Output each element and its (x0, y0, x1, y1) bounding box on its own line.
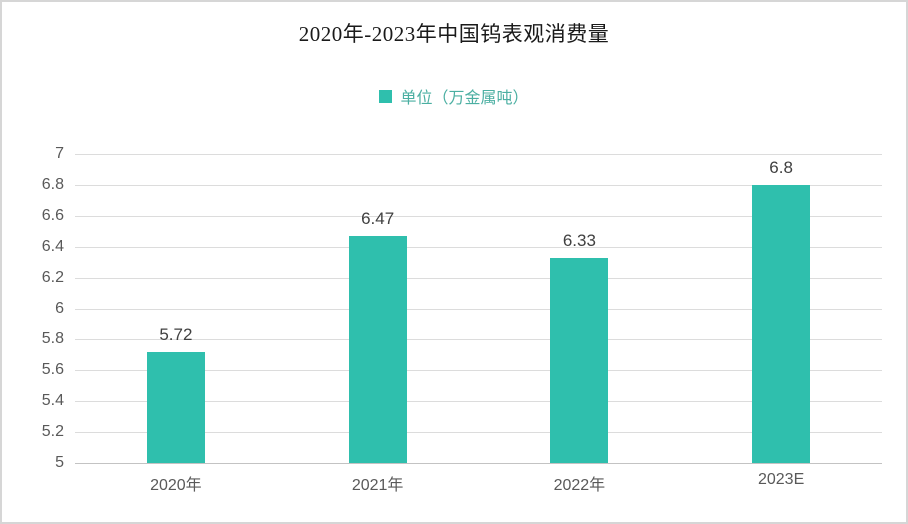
chart-title: 2020年-2023年中国钨表观消费量 (298, 22, 610, 46)
legend: 单位（万金属吨） (2, 84, 906, 108)
gridline (75, 277, 882, 279)
y-tick-label: 6 (55, 299, 64, 317)
gridline (75, 370, 882, 372)
plot-area: 5.72 6.47 6.33 6.8 (75, 154, 882, 464)
bar-2021年 (348, 235, 407, 463)
value-label: 6.8 (769, 157, 793, 177)
gridline (75, 463, 882, 464)
y-tick-label: 7 (55, 145, 64, 162)
legend-label: 单位（万金属吨） (400, 90, 529, 107)
gridline (75, 401, 882, 403)
y-tick-label: 6.2 (41, 268, 64, 286)
x-axis-labels: 2020年 2021年 2022年 2023E (75, 471, 882, 495)
legend-swatch-icon (379, 89, 393, 103)
y-tick-label: 5.6 (41, 361, 64, 379)
x-tick-label: 2023E (757, 471, 805, 488)
value-label: 5.72 (159, 324, 193, 344)
y-tick-label: 5.8 (41, 330, 64, 348)
y-tick-label: 5.2 (41, 423, 64, 441)
bar-2020年 (146, 351, 205, 463)
gridline (75, 184, 882, 186)
bar-2022年 (550, 257, 609, 463)
y-tick-label: 5 (55, 454, 64, 471)
gridline (75, 154, 882, 155)
value-label: 6.33 (562, 230, 596, 250)
y-tick-label: 5.4 (41, 392, 64, 410)
x-tick-label: 2022年 (553, 477, 606, 494)
gridline (75, 308, 882, 310)
gridline (75, 246, 882, 248)
y-tick-label: 6.6 (41, 206, 64, 224)
y-tick-label: 6.4 (41, 237, 64, 255)
gridline (75, 432, 882, 434)
gridline (75, 215, 882, 217)
bar-2023E (752, 184, 811, 463)
value-label: 6.47 (361, 208, 395, 228)
gridline (75, 339, 882, 341)
y-tick-label: 6.8 (41, 175, 64, 193)
x-tick-label: 2021年 (351, 477, 404, 494)
y-axis-labels: 7 6.8 6.6 6.4 6.2 6 5.8 5.6 5.4 5.2 5 (2, 145, 64, 471)
x-tick-label: 2020年 (150, 477, 202, 494)
